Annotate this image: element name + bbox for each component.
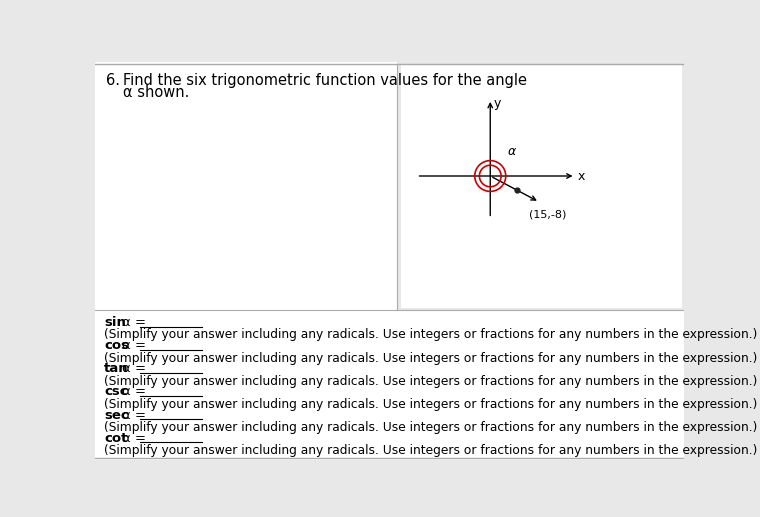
- Text: tan: tan: [104, 362, 129, 375]
- Text: cot: cot: [104, 432, 128, 445]
- Text: sec: sec: [104, 408, 129, 421]
- Text: α =: α =: [122, 432, 146, 445]
- Text: α =: α =: [122, 408, 146, 421]
- Text: (Simplify your answer including any radicals. Use integers or fractions for any : (Simplify your answer including any radi…: [104, 421, 758, 434]
- Text: x: x: [578, 170, 585, 183]
- Text: (Simplify your answer including any radicals. Use integers or fractions for any : (Simplify your answer including any radi…: [104, 328, 758, 341]
- Text: (15,-8): (15,-8): [529, 210, 566, 220]
- Text: 6.: 6.: [106, 73, 120, 88]
- Text: α shown.: α shown.: [123, 85, 189, 100]
- Text: (Simplify your answer including any radicals. Use integers or fractions for any : (Simplify your answer including any radi…: [104, 352, 758, 364]
- Text: α =: α =: [122, 386, 146, 399]
- Bar: [95, 310, 684, 460]
- Bar: [397, 62, 684, 310]
- Text: (Simplify your answer including any radicals. Use integers or fractions for any : (Simplify your answer including any radi…: [104, 398, 758, 411]
- Text: y: y: [493, 97, 501, 110]
- Text: (Simplify your answer including any radicals. Use integers or fractions for any : (Simplify your answer including any radi…: [104, 375, 758, 388]
- Text: csc: csc: [104, 386, 128, 399]
- Text: Find the six trigonometric function values for the angle: Find the six trigonometric function valu…: [123, 73, 527, 88]
- Text: α: α: [508, 145, 515, 158]
- Text: α =: α =: [122, 339, 146, 352]
- Text: α =: α =: [122, 316, 146, 329]
- Bar: [401, 64, 682, 308]
- Text: (Simplify your answer including any radicals. Use integers or fractions for any : (Simplify your answer including any radi…: [104, 444, 758, 457]
- Text: cos: cos: [104, 339, 129, 352]
- Text: α =: α =: [122, 362, 146, 375]
- Text: sin: sin: [104, 316, 126, 329]
- Bar: [95, 62, 397, 310]
